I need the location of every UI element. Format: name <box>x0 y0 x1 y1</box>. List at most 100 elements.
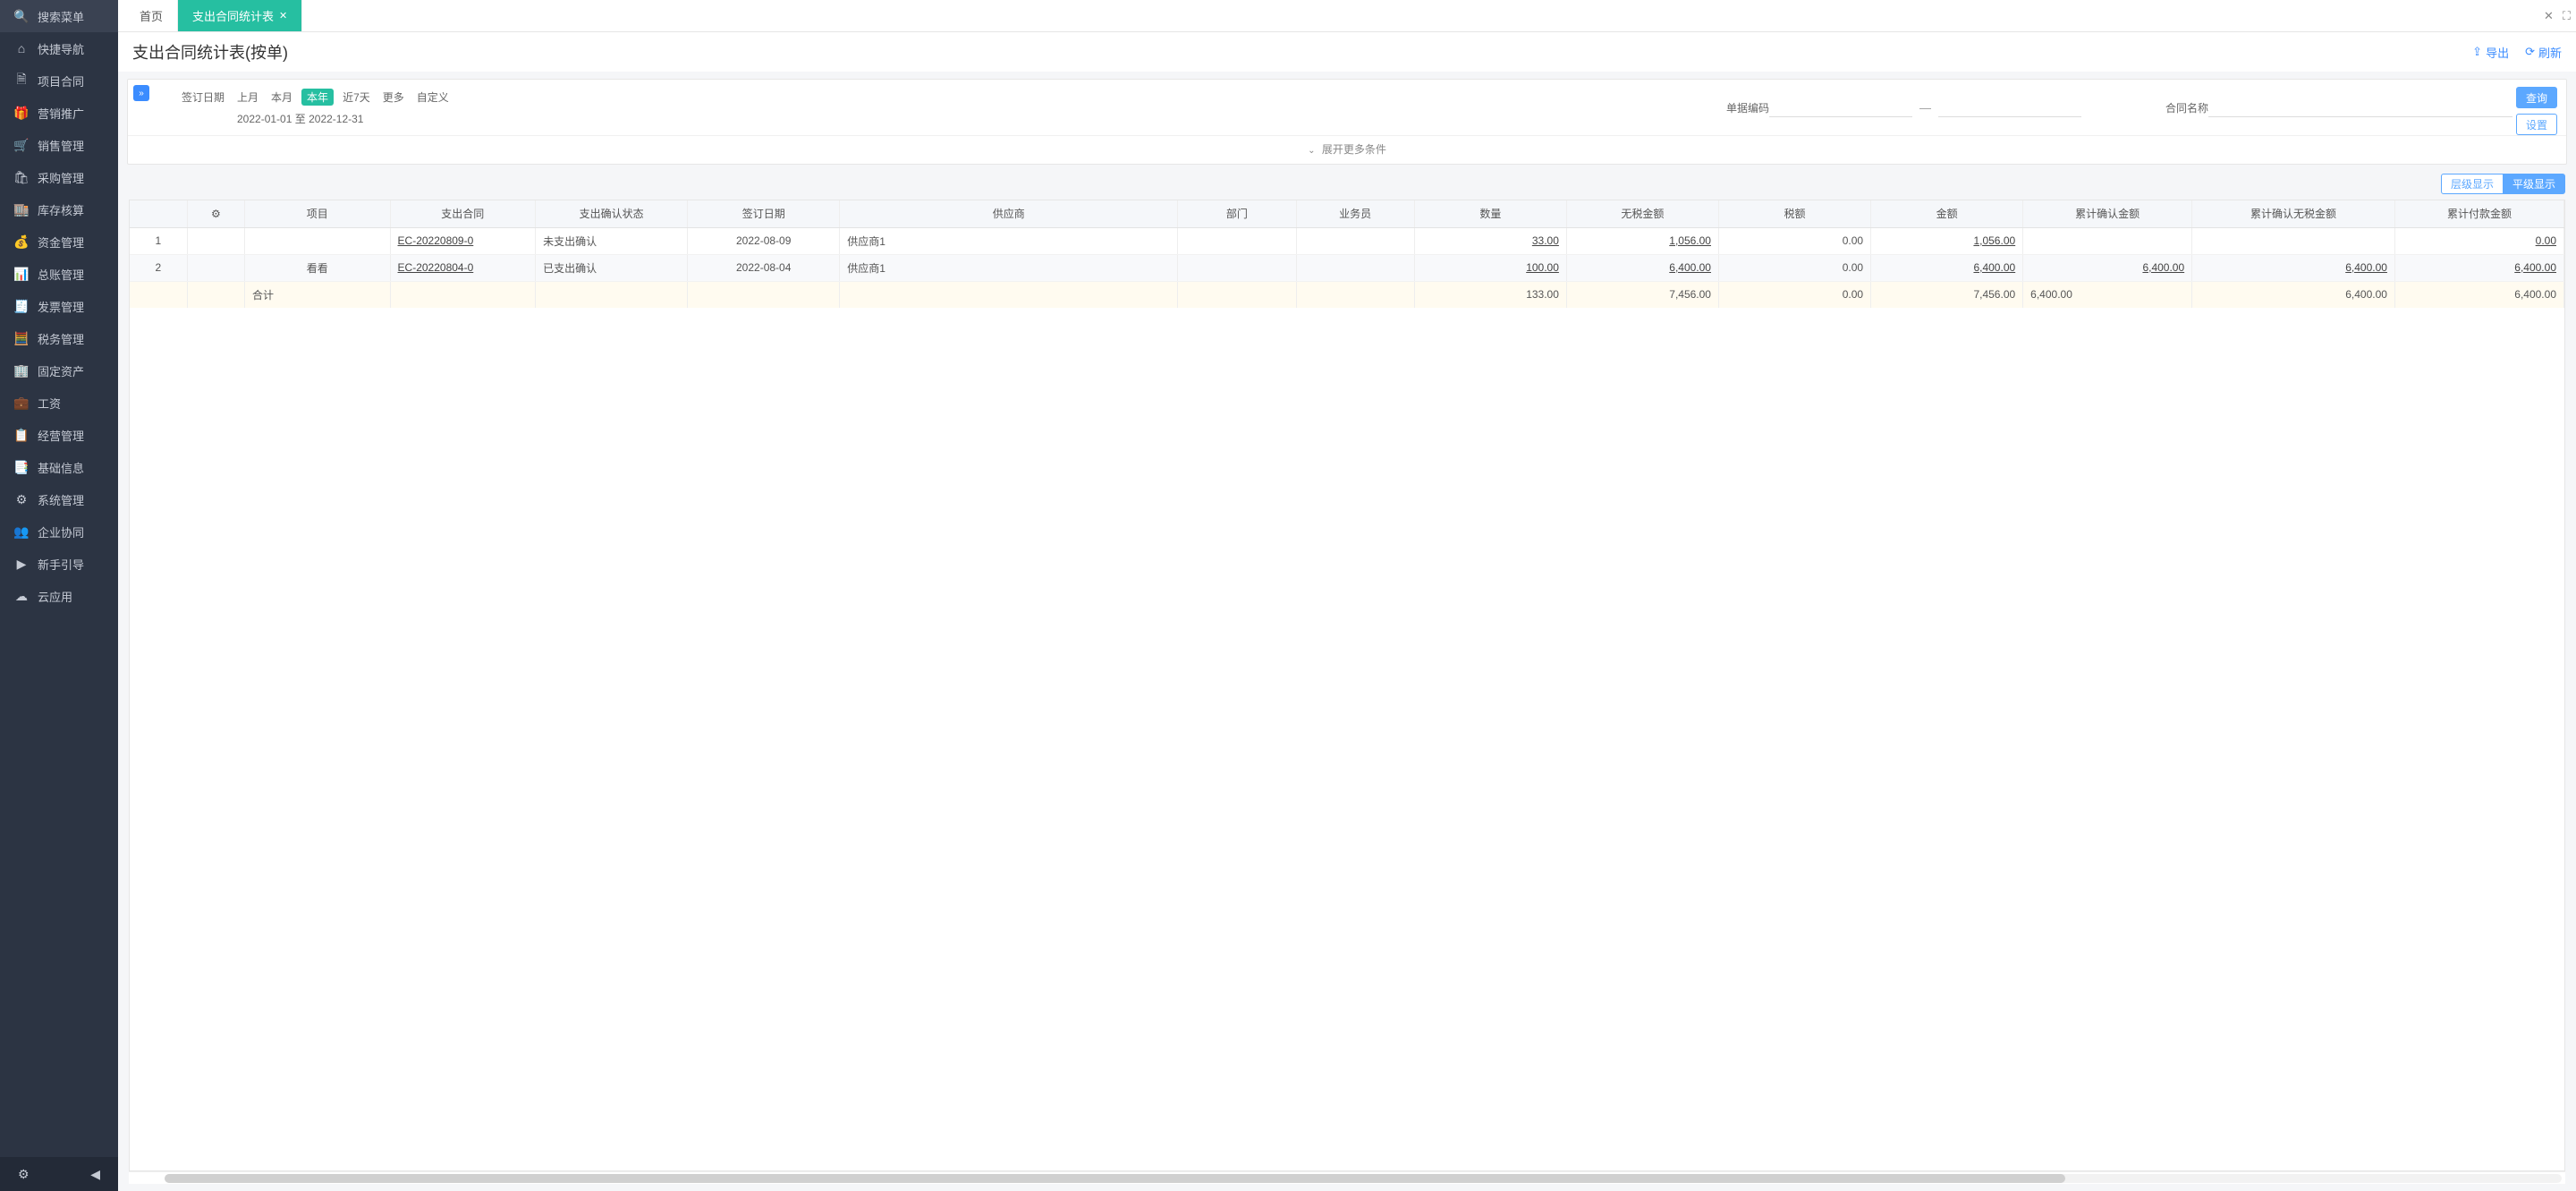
cell-cum-confirm-amt[interactable]: 6,400.00 <box>2023 254 2192 281</box>
header-actions: ⇪ 导出 ⟳ 刷新 <box>2472 44 2562 61</box>
cell-contract[interactable]: EC-20220809-0 <box>390 227 536 254</box>
cell-salesperson <box>1296 227 1414 254</box>
sidebar-item-quicknav[interactable]: ⌂快捷导航 <box>0 32 118 64</box>
col-amount[interactable]: 金额 <box>1871 200 2023 227</box>
horizontal-scrollbar[interactable] <box>129 1171 2565 1184</box>
cell-amount[interactable]: 6,400.00 <box>1871 254 2023 281</box>
sidebar-item-ledger[interactable]: 📊总账管理 <box>0 258 118 290</box>
fullscreen-icon[interactable]: ⛶ <box>2563 9 2571 23</box>
sidebar-item-tax[interactable]: 🧮税务管理 <box>0 322 118 354</box>
cell-cum-confirm-notax[interactable]: 6,400.00 <box>2192 254 2395 281</box>
col-gear[interactable]: ⚙ <box>187 200 244 227</box>
cell-qty[interactable]: 100.00 <box>1414 254 1566 281</box>
sidebar-item-inventory[interactable]: 🏬库存核算 <box>0 193 118 225</box>
sidebar-item-search[interactable]: 🔍搜索菜单 <box>0 0 118 32</box>
sidebar-item-assets-icon: 🏢 <box>14 363 29 378</box>
table-row[interactable]: 2看看EC-20220804-0已支出确认2022-08-04供应商1100.0… <box>130 254 2564 281</box>
scrollbar-thumb[interactable] <box>165 1174 2065 1183</box>
contractname-input[interactable] <box>2208 98 2512 117</box>
sidebar-item-marketing-icon: 🎁 <box>14 106 29 120</box>
col-supplier[interactable]: 供应商 <box>840 200 1178 227</box>
tabs-right: ✕ ⛶ <box>2544 0 2571 31</box>
col-salesperson[interactable]: 业务员 <box>1296 200 1414 227</box>
table-row[interactable]: 1EC-20220809-0未支出确认2022-08-09供应商133.001,… <box>130 227 2564 254</box>
sidebar-item-cloud[interactable]: ☁云应用 <box>0 580 118 612</box>
sidebar-item-system[interactable]: ⚙系统管理 <box>0 483 118 515</box>
page-header: 支出合同统计表(按单) ⇪ 导出 ⟳ 刷新 <box>118 32 2576 72</box>
tabs-bar: 首页 支出合同统计表 ✕ ✕ ⛶ <box>118 0 2576 32</box>
sidebar-item-invoice[interactable]: 🧾发票管理 <box>0 290 118 322</box>
range-this-month[interactable]: 本月 <box>267 89 296 106</box>
col-project[interactable]: 项目 <box>245 200 391 227</box>
col-idx <box>130 200 187 227</box>
export-label: 导出 <box>2486 44 2509 61</box>
setting-button[interactable]: 设置 <box>2516 114 2557 135</box>
cell-confirm-status: 未支出确认 <box>536 227 688 254</box>
date-range-display: 2022-01-01 至 2022-12-31 <box>237 111 363 126</box>
sidebar-item-salary[interactable]: 💼工资 <box>0 387 118 419</box>
col-contract[interactable]: 支出合同 <box>390 200 536 227</box>
range-last-month[interactable]: 上月 <box>233 89 262 106</box>
table-scroll[interactable]: ⚙ 项目 支出合同 支出确认状态 签订日期 供应商 部门 业务员 数量 无税金额… <box>130 200 2564 1170</box>
col-qty[interactable]: 数量 <box>1414 200 1566 227</box>
sidebar-item-collab[interactable]: 👥企业协同 <box>0 515 118 548</box>
sidebar-item-marketing[interactable]: 🎁营销推广 <box>0 97 118 129</box>
close-all-icon[interactable]: ✕ <box>2544 9 2554 23</box>
collapse-icon[interactable]: ◀ <box>90 1167 100 1182</box>
col-cum-confirm-amt[interactable]: 累计确认金额 <box>2023 200 2192 227</box>
sidebar-item-purchase[interactable]: 🛍 采购管理 <box>0 161 118 193</box>
sidebar-item-label: 税务管理 <box>38 330 84 347</box>
cell-cum-pay-amt[interactable]: 0.00 <box>2394 227 2563 254</box>
cell-gear <box>187 254 244 281</box>
docno-to-input[interactable] <box>1938 98 2081 117</box>
col-dept[interactable]: 部门 <box>1178 200 1296 227</box>
cell-amount-notax[interactable]: 1,056.00 <box>1566 227 1718 254</box>
col-sign-date[interactable]: 签订日期 <box>688 200 840 227</box>
sidebar-item-quicknav-icon: ⌂ <box>14 41 29 55</box>
sidebar-item-label: 采购管理 <box>38 169 84 186</box>
cell-qty[interactable]: 33.00 <box>1414 227 1566 254</box>
cell-sign-date: 2022-08-09 <box>688 227 840 254</box>
sidebar-item-project-contract[interactable]: 🗎项目合同 <box>0 64 118 97</box>
cell-amount[interactable]: 1,056.00 <box>1871 227 2023 254</box>
col-confirm-status[interactable]: 支出确认状态 <box>536 200 688 227</box>
sidebar-item-sales[interactable]: 🛒销售管理 <box>0 129 118 161</box>
range-this-year[interactable]: 本年 <box>301 89 334 106</box>
sidebar-item-label: 固定资产 <box>38 362 84 379</box>
col-amount-notax[interactable]: 无税金额 <box>1566 200 1718 227</box>
cell-sign-date: 2022-08-04 <box>688 254 840 281</box>
tab-home[interactable]: 首页 <box>125 0 178 31</box>
range-custom[interactable]: 自定义 <box>413 89 453 106</box>
sidebar-item-assets[interactable]: 🏢 固定资产 <box>0 354 118 387</box>
sidebar-item-operations[interactable]: 📋经营管理 <box>0 419 118 451</box>
cell-dept <box>1178 227 1296 254</box>
toggle-flat-view[interactable]: 平级显示 <box>2504 174 2565 194</box>
cell-gear <box>187 227 244 254</box>
docno-from-input[interactable] <box>1769 98 1912 117</box>
range-last7[interactable]: 近7天 <box>339 89 374 106</box>
chevron-down-icon: ⌄ <box>1308 146 1315 156</box>
sidebar-item-funds[interactable]: 💰资金管理 <box>0 225 118 258</box>
cell-supplier: 供应商1 <box>840 254 1178 281</box>
range-more[interactable]: 更多 <box>379 89 408 106</box>
refresh-button[interactable]: ⟳ 刷新 <box>2525 44 2562 61</box>
settings-icon[interactable]: ⚙ <box>18 1167 30 1182</box>
sidebar-item-guide[interactable]: ▶新手引导 <box>0 548 118 580</box>
close-icon[interactable]: ✕ <box>279 10 287 21</box>
export-button[interactable]: ⇪ 导出 <box>2472 44 2509 61</box>
sidebar-item-sales-icon: 🛒 <box>14 138 29 152</box>
col-tax[interactable]: 税额 <box>1718 200 1870 227</box>
sidebar-item-basicinfo[interactable]: 📑基础信息 <box>0 451 118 483</box>
cell-cum-pay-amt[interactable]: 6,400.00 <box>2394 254 2563 281</box>
sidebar-item-purchase-icon: 🛍 <box>14 170 29 184</box>
toggle-tree-view[interactable]: 层级显示 <box>2441 174 2504 194</box>
expand-filters-button[interactable]: ⌄ 展开更多条件 <box>128 135 2566 164</box>
query-button[interactable]: 查询 <box>2516 87 2557 108</box>
cell-contract[interactable]: EC-20220804-0 <box>390 254 536 281</box>
col-cum-confirm-notax[interactable]: 累计确认无税金额 <box>2192 200 2395 227</box>
tab-expense-contract-report[interactable]: 支出合同统计表 ✕ <box>178 0 302 31</box>
cell-amount-notax[interactable]: 6,400.00 <box>1566 254 1718 281</box>
filter-collapse-toggle[interactable]: » <box>133 85 149 101</box>
col-cum-pay-amt[interactable]: 累计付款金额 <box>2394 200 2563 227</box>
filter-signdate-group: 签订日期 上月 本月 本年 近7天 更多 自定义 2022-01-01 至 <box>182 89 453 126</box>
